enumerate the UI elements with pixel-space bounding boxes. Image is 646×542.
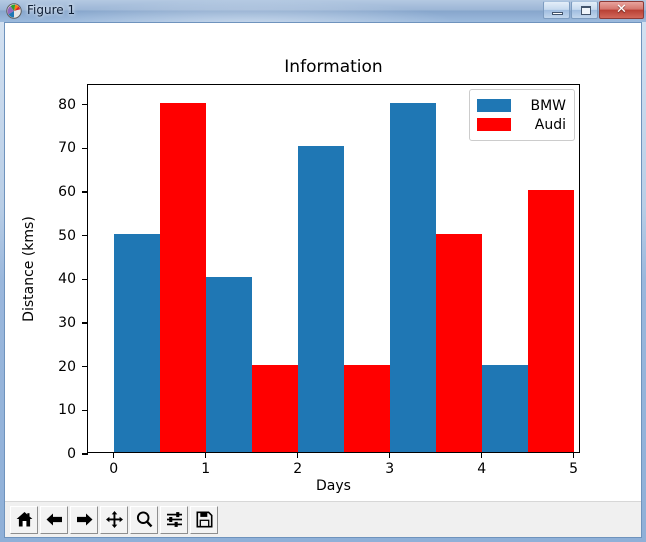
legend-entry: BMW	[477, 96, 566, 115]
chart-title: Information	[284, 57, 383, 77]
close-icon: ✕	[616, 2, 627, 17]
y-tick-mark	[82, 235, 88, 237]
x-tick-label: 1	[201, 461, 211, 477]
magnifier-icon	[135, 510, 154, 529]
y-tick-mark	[82, 191, 88, 193]
x-tick-mark	[572, 452, 575, 458]
arrow-left-icon	[45, 510, 64, 529]
navigation-toolbar	[5, 501, 641, 537]
x-tick-mark	[481, 452, 483, 458]
title-bar[interactable]: Figure 1 ✕	[0, 0, 646, 22]
save-button[interactable]	[190, 505, 218, 534]
bar-audi-3	[435, 233, 482, 452]
forward-button[interactable]	[70, 505, 98, 534]
x-tick-label: 3	[385, 461, 395, 477]
bar-bmw-4	[481, 364, 528, 452]
x-tick-label: 4	[477, 461, 487, 477]
y-tick-label: 70	[58, 140, 76, 157]
y-tick-label: 60	[58, 183, 76, 200]
y-tick-mark	[82, 453, 88, 455]
y-axis-label-text: Distance (kms)	[21, 215, 38, 322]
minimize-icon	[552, 12, 563, 15]
legend-label: BMW	[530, 97, 566, 114]
arrow-right-icon	[75, 510, 94, 529]
home-icon	[15, 510, 34, 529]
back-button[interactable]	[40, 505, 68, 534]
window-title: Figure 1	[27, 3, 76, 17]
x-tick-label: 0	[109, 461, 119, 477]
floppy-disk-icon	[195, 510, 214, 529]
bar-bmw-1	[205, 277, 252, 452]
minimize-button[interactable]	[543, 1, 570, 19]
x-tick-mark	[113, 452, 115, 458]
matplotlib-logo-icon	[6, 3, 22, 19]
sliders-icon	[165, 510, 184, 529]
zoom-button[interactable]	[130, 505, 158, 534]
legend-entry: Audi	[477, 115, 566, 134]
window-controls: ✕	[542, 1, 644, 19]
x-axis-label: Days	[316, 478, 351, 494]
title-bar-glow	[40, 0, 460, 22]
bar-bmw-2	[297, 146, 344, 452]
figure-canvas[interactable]: Information Distance (kms) 0 10 20 30 40 50 60…	[5, 23, 641, 501]
y-tick-label: 10	[58, 402, 76, 419]
x-tick-label: 2	[293, 461, 303, 477]
home-button[interactable]	[10, 505, 38, 534]
x-tick-label: 5	[569, 461, 579, 477]
y-tick-mark	[82, 409, 88, 411]
y-tick-mark	[82, 104, 88, 106]
bar-audi-1	[251, 364, 298, 452]
configure-subplots-button[interactable]	[160, 505, 188, 534]
y-tick-label: 0	[67, 446, 76, 462]
bar-bmw-0	[113, 233, 160, 452]
y-tick-label: 20	[58, 358, 76, 375]
bar-audi-4	[527, 190, 574, 452]
legend-swatch	[477, 118, 511, 131]
bar-audi-2	[343, 364, 390, 452]
y-axis-label: Distance (kms)	[19, 84, 39, 453]
chart-legend: BMW Audi	[469, 89, 575, 141]
maximize-button[interactable]	[571, 1, 598, 19]
maximize-icon	[581, 6, 591, 15]
legend-label: Audi	[534, 116, 566, 133]
y-tick-label: 30	[58, 314, 76, 331]
y-tick-label: 40	[58, 271, 76, 288]
client-area: Information Distance (kms) 0 10 20 30 40 50 60…	[4, 22, 642, 538]
close-button[interactable]: ✕	[599, 1, 644, 19]
bar-audi-0	[159, 102, 206, 452]
y-tick-mark	[82, 322, 88, 324]
y-tick-mark	[82, 278, 88, 280]
legend-swatch	[477, 99, 511, 112]
pan-button[interactable]	[100, 505, 128, 534]
y-tick-mark	[82, 147, 88, 149]
y-tick-label: 50	[58, 227, 76, 244]
x-tick-mark	[205, 452, 207, 458]
bar-bmw-3	[389, 102, 436, 452]
y-tick-mark	[82, 366, 88, 368]
plot-area	[88, 85, 579, 452]
move-arrows-icon	[105, 510, 124, 529]
y-tick-label: 80	[58, 96, 76, 113]
x-tick-mark	[297, 452, 299, 458]
plot-axes: 0 10 20 30 40 50 60 70 80 0 1 2 3 4 5 BMW Audi	[58, 84, 580, 477]
x-tick-mark	[389, 452, 391, 458]
